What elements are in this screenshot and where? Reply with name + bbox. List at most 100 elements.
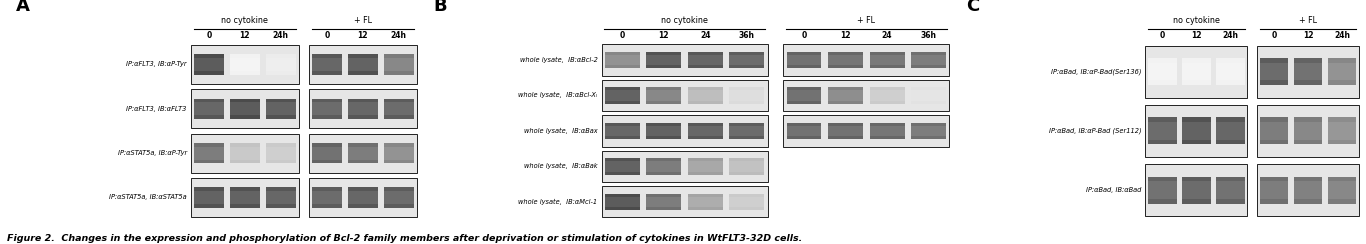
Bar — [601, 80, 768, 111]
Bar — [194, 99, 224, 119]
Text: 36h: 36h — [739, 31, 755, 40]
Bar — [646, 123, 682, 139]
Text: whole lysate,  IB:αMcl-1: whole lysate, IB:αMcl-1 — [518, 199, 597, 205]
Bar — [311, 143, 342, 147]
Bar — [646, 123, 682, 126]
Bar — [194, 187, 224, 208]
Bar — [729, 158, 765, 161]
Bar — [601, 151, 768, 182]
Bar — [870, 136, 904, 139]
Bar — [194, 143, 224, 147]
Bar — [265, 143, 296, 147]
Bar — [194, 143, 224, 163]
Bar — [1294, 176, 1322, 203]
Bar — [229, 54, 260, 74]
Bar — [348, 99, 378, 119]
Bar — [1259, 117, 1288, 122]
Bar — [1182, 140, 1210, 144]
Bar — [1259, 81, 1288, 85]
Bar — [229, 54, 260, 58]
Bar — [646, 158, 682, 174]
Bar — [1294, 58, 1322, 85]
Text: IP:αSTAT5a, IB:αP-Tyr: IP:αSTAT5a, IB:αP-Tyr — [117, 150, 187, 156]
Bar — [787, 87, 821, 103]
Bar — [1216, 140, 1244, 144]
Text: 12: 12 — [239, 31, 250, 40]
Bar — [1328, 58, 1356, 63]
Bar — [194, 54, 224, 74]
Bar — [729, 136, 765, 139]
Bar — [1328, 81, 1356, 85]
Bar — [1259, 140, 1288, 144]
Bar — [1147, 58, 1176, 63]
Bar — [828, 101, 863, 103]
Bar — [1294, 81, 1322, 85]
Bar — [384, 99, 414, 102]
Bar — [348, 115, 378, 119]
Bar — [870, 87, 904, 103]
Bar — [265, 187, 296, 208]
Bar — [828, 52, 863, 55]
Bar — [1294, 58, 1322, 63]
Bar — [348, 143, 378, 163]
Bar — [828, 87, 863, 90]
Text: 0: 0 — [206, 31, 212, 40]
Bar — [311, 143, 342, 163]
Bar — [384, 99, 414, 119]
Bar — [828, 136, 863, 139]
Bar — [729, 87, 765, 103]
Bar — [911, 101, 947, 103]
Bar — [1147, 176, 1176, 181]
Bar — [1145, 46, 1247, 98]
Bar — [348, 54, 378, 58]
Text: 12: 12 — [658, 31, 669, 40]
Bar — [605, 194, 639, 210]
Bar — [1328, 199, 1356, 203]
Bar — [646, 65, 682, 68]
Bar — [688, 158, 723, 174]
Bar — [1259, 58, 1288, 63]
Bar — [601, 44, 768, 76]
Text: 0: 0 — [802, 31, 807, 40]
Bar — [1147, 117, 1176, 144]
Bar — [1259, 199, 1288, 203]
Bar — [729, 194, 765, 210]
Bar — [229, 143, 260, 147]
Text: A: A — [16, 0, 30, 15]
Text: 36h: 36h — [921, 31, 937, 40]
Text: 0: 0 — [324, 31, 329, 40]
Bar — [828, 52, 863, 68]
Bar — [384, 204, 414, 208]
Bar — [348, 71, 378, 74]
Bar — [384, 71, 414, 74]
Bar — [1294, 140, 1322, 144]
Bar — [828, 123, 863, 139]
Bar — [1328, 117, 1356, 144]
Bar — [265, 71, 296, 74]
Bar — [729, 123, 765, 139]
Text: 0: 0 — [1160, 31, 1165, 40]
Bar — [787, 123, 821, 126]
Bar — [605, 123, 639, 139]
Bar — [646, 158, 682, 161]
Bar — [311, 99, 342, 102]
Bar — [265, 187, 296, 191]
Bar — [601, 186, 768, 217]
Bar — [1147, 199, 1176, 203]
Bar — [729, 65, 765, 68]
Text: 0: 0 — [620, 31, 626, 40]
Bar — [1328, 176, 1356, 203]
Bar — [605, 65, 639, 68]
Bar — [311, 160, 342, 163]
Text: IP:αFLT3, IB:αFLT3: IP:αFLT3, IB:αFLT3 — [127, 106, 187, 112]
Bar — [1328, 117, 1356, 122]
Bar — [688, 123, 723, 126]
Bar — [870, 52, 904, 55]
Bar — [1147, 81, 1176, 85]
Bar — [1328, 58, 1356, 85]
Bar — [729, 172, 765, 174]
Bar — [605, 87, 639, 103]
Bar — [870, 87, 904, 90]
Bar — [309, 178, 417, 217]
Bar — [646, 52, 682, 55]
